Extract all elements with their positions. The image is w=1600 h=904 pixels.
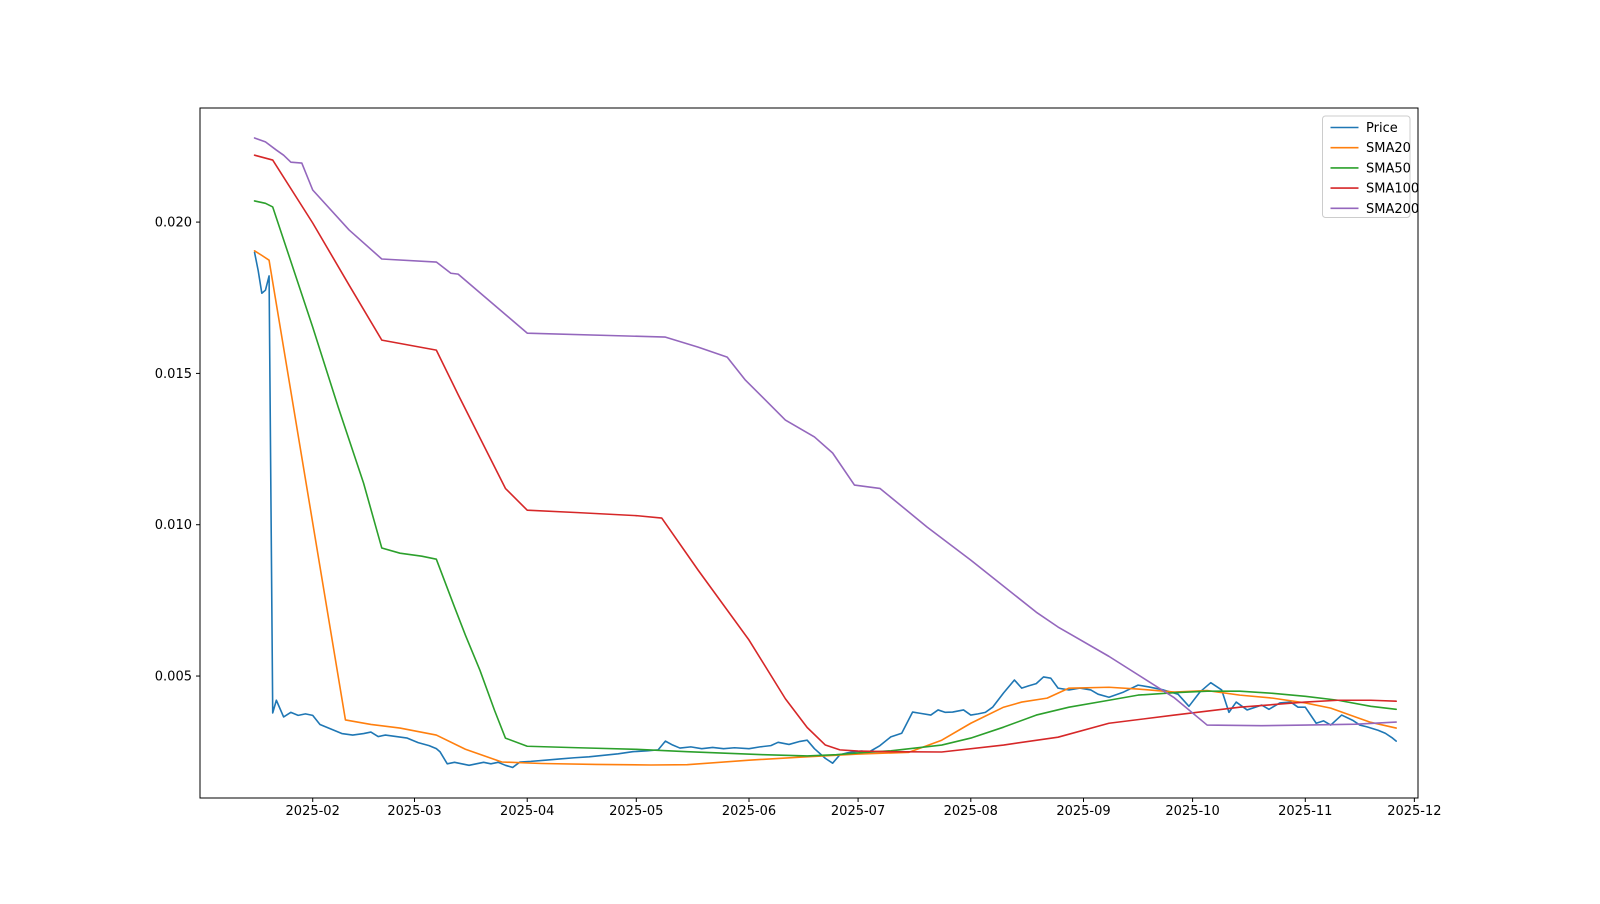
- series-line-Price: [253, 251, 1397, 769]
- x-tick-label-2025-03: 2025-03: [387, 804, 441, 819]
- legend-label-Price: Price: [1366, 121, 1398, 136]
- x-tick-label-2025-07: 2025-07: [831, 804, 885, 819]
- legend-label-SMA50: SMA50: [1366, 161, 1411, 176]
- series-line-SMA100: [253, 154, 1397, 753]
- series-line-SMA20: [253, 250, 1397, 766]
- x-tick-label-2025-04: 2025-04: [500, 804, 554, 819]
- y-tick-label-0.005: 0.005: [155, 670, 192, 685]
- x-tick-label-2025-05: 2025-05: [609, 804, 663, 819]
- legend-label-SMA20: SMA20: [1366, 141, 1411, 156]
- y-tick-label-0.010: 0.010: [155, 518, 192, 533]
- x-tick-label-2025-06: 2025-06: [722, 804, 776, 819]
- y-tick-label-0.015: 0.015: [155, 367, 192, 382]
- x-tick-label-2025-09: 2025-09: [1056, 804, 1110, 819]
- x-tick-label-2025-10: 2025-10: [1165, 804, 1219, 819]
- legend-label-SMA200: SMA200: [1366, 202, 1419, 217]
- x-tick-label-2025-02: 2025-02: [286, 804, 340, 819]
- series-line-SMA50: [253, 200, 1397, 757]
- x-tick-label-2025-11: 2025-11: [1278, 804, 1332, 819]
- plot-border: [199, 107, 1419, 799]
- legend-frame: [1322, 115, 1411, 218]
- x-tick-label-2025-12: 2025-12: [1387, 804, 1441, 819]
- legend-label-SMA100: SMA100: [1366, 182, 1419, 197]
- series-line-SMA200: [253, 137, 1397, 727]
- y-tick-label-0.020: 0.020: [155, 216, 192, 231]
- x-tick-label-2025-08: 2025-08: [944, 804, 998, 819]
